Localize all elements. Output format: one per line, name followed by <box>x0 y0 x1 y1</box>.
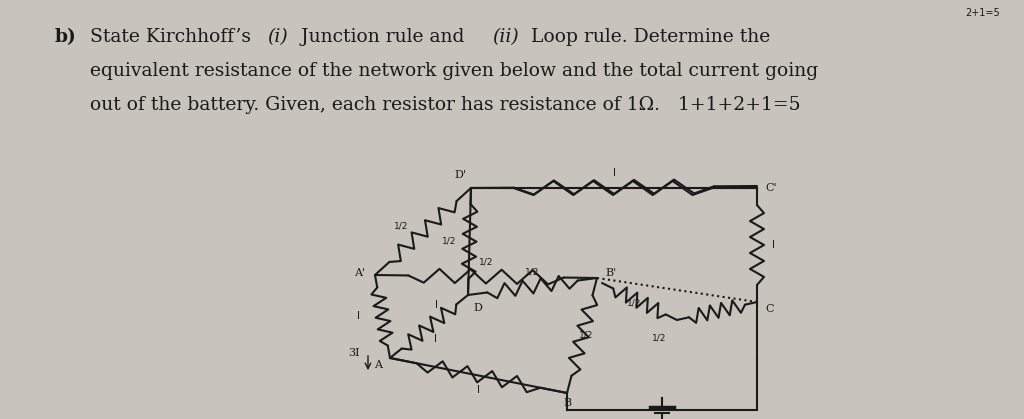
Text: b): b) <box>55 28 77 46</box>
Text: B: B <box>563 398 571 408</box>
Text: 1/2: 1/2 <box>479 257 494 266</box>
Text: D: D <box>473 303 482 313</box>
Text: A: A <box>374 360 382 370</box>
Text: 1/2: 1/2 <box>579 331 593 339</box>
Text: A': A' <box>354 268 365 278</box>
Text: B': B' <box>605 268 616 278</box>
Text: 1/2: 1/2 <box>652 334 667 342</box>
Text: I: I <box>434 334 437 344</box>
Text: (i): (i) <box>267 28 288 46</box>
Text: I: I <box>612 168 615 178</box>
Text: Loop rule. Determine the: Loop rule. Determine the <box>525 28 770 46</box>
Text: equivalent resistance of the network given below and the total current going: equivalent resistance of the network giv… <box>90 62 818 80</box>
Text: 1/2: 1/2 <box>441 236 456 246</box>
Text: C': C' <box>765 183 776 193</box>
Text: 3I: 3I <box>348 348 360 358</box>
Text: C: C <box>765 304 773 314</box>
Text: 1/2: 1/2 <box>627 298 641 308</box>
Text: I: I <box>476 385 479 395</box>
Text: D': D' <box>454 170 466 180</box>
Text: 1/2: 1/2 <box>525 267 540 276</box>
Text: State Kirchhoff’s: State Kirchhoff’s <box>90 28 257 46</box>
Text: I: I <box>357 311 360 321</box>
Text: out of the battery. Given, each resistor has resistance of 1Ω.   1+1+2+1=5: out of the battery. Given, each resistor… <box>90 96 801 114</box>
Text: I: I <box>435 300 438 310</box>
Text: Junction rule and: Junction rule and <box>295 28 470 46</box>
Text: 2+1=5: 2+1=5 <box>966 8 1000 18</box>
Text: I: I <box>772 240 775 250</box>
Text: 1/2: 1/2 <box>393 222 408 230</box>
Text: (ii): (ii) <box>492 28 519 46</box>
